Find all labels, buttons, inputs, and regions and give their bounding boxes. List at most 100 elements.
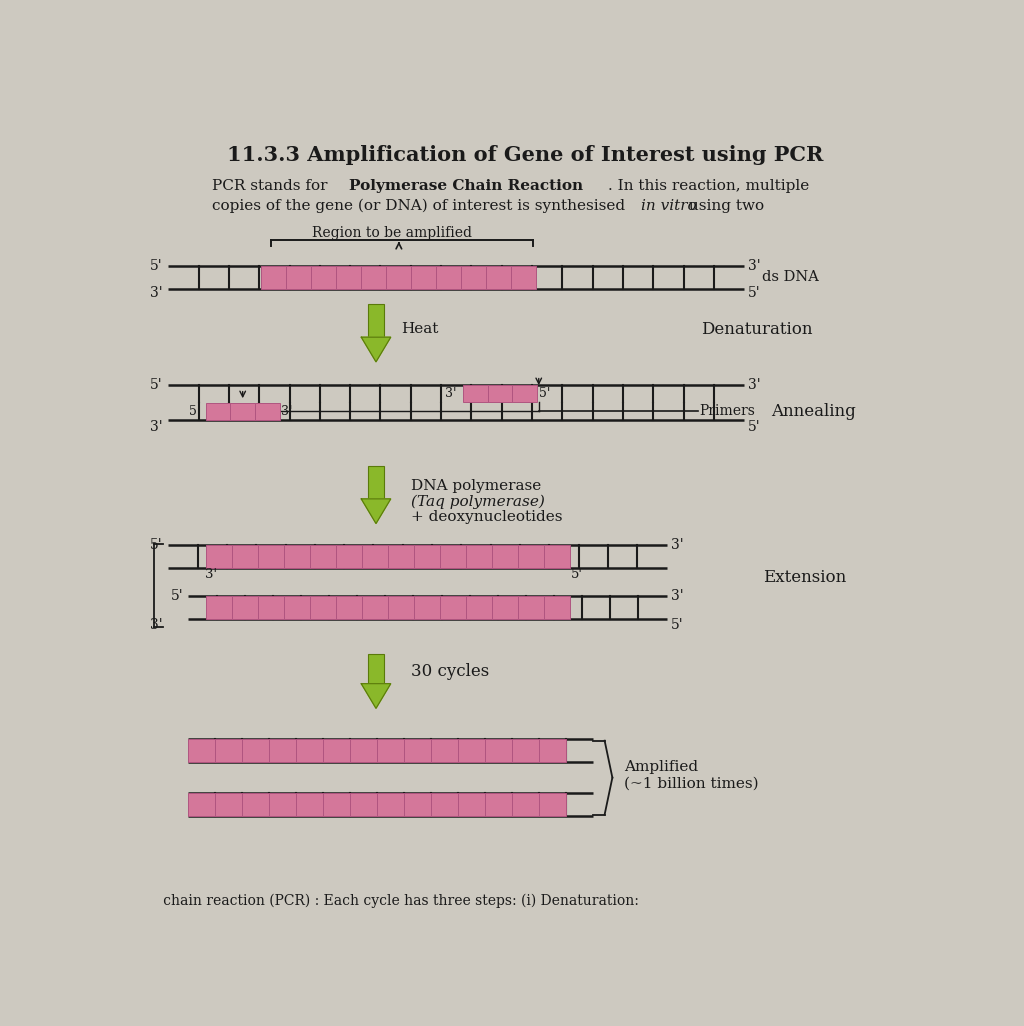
Bar bbox=[324, 739, 350, 762]
Bar bbox=[458, 793, 485, 816]
Bar bbox=[257, 596, 284, 619]
Bar bbox=[388, 596, 414, 619]
Text: 5': 5' bbox=[539, 387, 550, 400]
Text: (Taq polymerase): (Taq polymerase) bbox=[411, 495, 545, 510]
Bar bbox=[462, 266, 486, 288]
Text: Heat: Heat bbox=[400, 322, 438, 337]
Text: Denaturation: Denaturation bbox=[701, 321, 813, 338]
Bar bbox=[206, 596, 231, 619]
Text: + deoxynucleotides: + deoxynucleotides bbox=[411, 510, 562, 524]
Bar bbox=[404, 793, 431, 816]
Text: Extension: Extension bbox=[764, 569, 847, 586]
Text: 3': 3' bbox=[282, 404, 293, 418]
Text: (~1 billion times): (~1 billion times) bbox=[624, 777, 759, 791]
Bar bbox=[492, 545, 518, 568]
Bar bbox=[377, 793, 404, 816]
Polygon shape bbox=[361, 683, 391, 708]
Text: 3': 3' bbox=[150, 421, 163, 434]
Bar bbox=[255, 402, 280, 420]
Text: 3': 3' bbox=[206, 567, 218, 581]
Bar bbox=[269, 793, 296, 816]
Text: 5': 5' bbox=[748, 421, 761, 434]
Bar bbox=[414, 545, 439, 568]
Text: 3': 3' bbox=[150, 618, 163, 632]
Text: Region to be amplified: Region to be amplified bbox=[311, 226, 471, 239]
Text: in vitro: in vitro bbox=[641, 199, 696, 212]
Text: 5': 5' bbox=[571, 567, 584, 581]
Text: 11.3.3 Amplification of Gene of Interest using PCR: 11.3.3 Amplification of Gene of Interest… bbox=[226, 145, 823, 165]
Text: Polymerase Chain Reaction: Polymerase Chain Reaction bbox=[349, 179, 583, 193]
Text: 5': 5' bbox=[150, 378, 163, 392]
Bar bbox=[350, 793, 377, 816]
Bar bbox=[412, 266, 436, 288]
Bar bbox=[539, 793, 566, 816]
Text: 5': 5' bbox=[171, 589, 183, 603]
Bar bbox=[243, 739, 269, 762]
Polygon shape bbox=[361, 338, 391, 362]
Bar bbox=[215, 793, 243, 816]
Text: Amplified: Amplified bbox=[624, 760, 698, 774]
Text: 5': 5' bbox=[188, 404, 200, 418]
Bar bbox=[486, 266, 511, 288]
Bar bbox=[206, 402, 230, 420]
Bar bbox=[466, 596, 492, 619]
Text: . In this reaction, multiple: . In this reaction, multiple bbox=[608, 179, 810, 193]
Bar bbox=[369, 466, 384, 499]
Bar bbox=[231, 596, 257, 619]
Text: 3': 3' bbox=[150, 286, 163, 301]
Bar bbox=[188, 739, 215, 762]
Bar bbox=[431, 793, 458, 816]
Text: 3': 3' bbox=[748, 259, 761, 273]
Text: Annealing: Annealing bbox=[771, 402, 856, 420]
Bar bbox=[404, 739, 431, 762]
Text: Primers: Primers bbox=[699, 404, 755, 419]
Bar bbox=[439, 545, 466, 568]
Bar bbox=[544, 545, 569, 568]
Text: ds DNA: ds DNA bbox=[762, 270, 819, 284]
Bar bbox=[463, 385, 487, 402]
Bar bbox=[296, 739, 324, 762]
Bar bbox=[287, 266, 311, 288]
Bar bbox=[336, 596, 361, 619]
Bar bbox=[466, 545, 492, 568]
Text: chain reaction (PCR) : Each cycle has three steps: (i) Denaturation:: chain reaction (PCR) : Each cycle has th… bbox=[150, 894, 639, 908]
Text: using two: using two bbox=[684, 199, 765, 212]
Bar bbox=[458, 739, 485, 762]
Bar bbox=[518, 596, 544, 619]
Bar bbox=[485, 739, 512, 762]
Text: 3': 3' bbox=[748, 378, 761, 392]
Bar bbox=[511, 266, 537, 288]
Polygon shape bbox=[361, 499, 391, 523]
Bar bbox=[336, 266, 361, 288]
Text: DNA polymerase: DNA polymerase bbox=[411, 479, 541, 492]
Bar bbox=[386, 266, 412, 288]
Bar bbox=[311, 266, 336, 288]
Bar bbox=[206, 545, 231, 568]
Bar bbox=[284, 545, 309, 568]
Bar bbox=[388, 545, 414, 568]
Bar bbox=[492, 596, 518, 619]
Bar bbox=[324, 793, 350, 816]
Bar bbox=[487, 385, 512, 402]
Bar bbox=[269, 739, 296, 762]
Text: PCR stands for: PCR stands for bbox=[212, 179, 332, 193]
Text: 5': 5' bbox=[671, 618, 683, 632]
Bar bbox=[309, 545, 336, 568]
Text: 5': 5' bbox=[748, 286, 761, 301]
Text: 5': 5' bbox=[150, 259, 163, 273]
Bar bbox=[369, 655, 384, 683]
Bar bbox=[261, 266, 287, 288]
Text: copies of the gene (or DNA) of interest is synthesised: copies of the gene (or DNA) of interest … bbox=[212, 199, 630, 213]
Bar bbox=[231, 545, 257, 568]
Text: 3': 3' bbox=[445, 387, 457, 400]
Bar bbox=[361, 596, 388, 619]
Bar bbox=[361, 545, 388, 568]
Text: 5': 5' bbox=[150, 538, 163, 552]
Bar bbox=[414, 596, 439, 619]
Text: 30 cycles: 30 cycles bbox=[411, 663, 489, 680]
Bar bbox=[243, 793, 269, 816]
Bar bbox=[485, 793, 512, 816]
Bar bbox=[215, 739, 243, 762]
Text: 3': 3' bbox=[671, 589, 683, 603]
Bar bbox=[296, 793, 324, 816]
